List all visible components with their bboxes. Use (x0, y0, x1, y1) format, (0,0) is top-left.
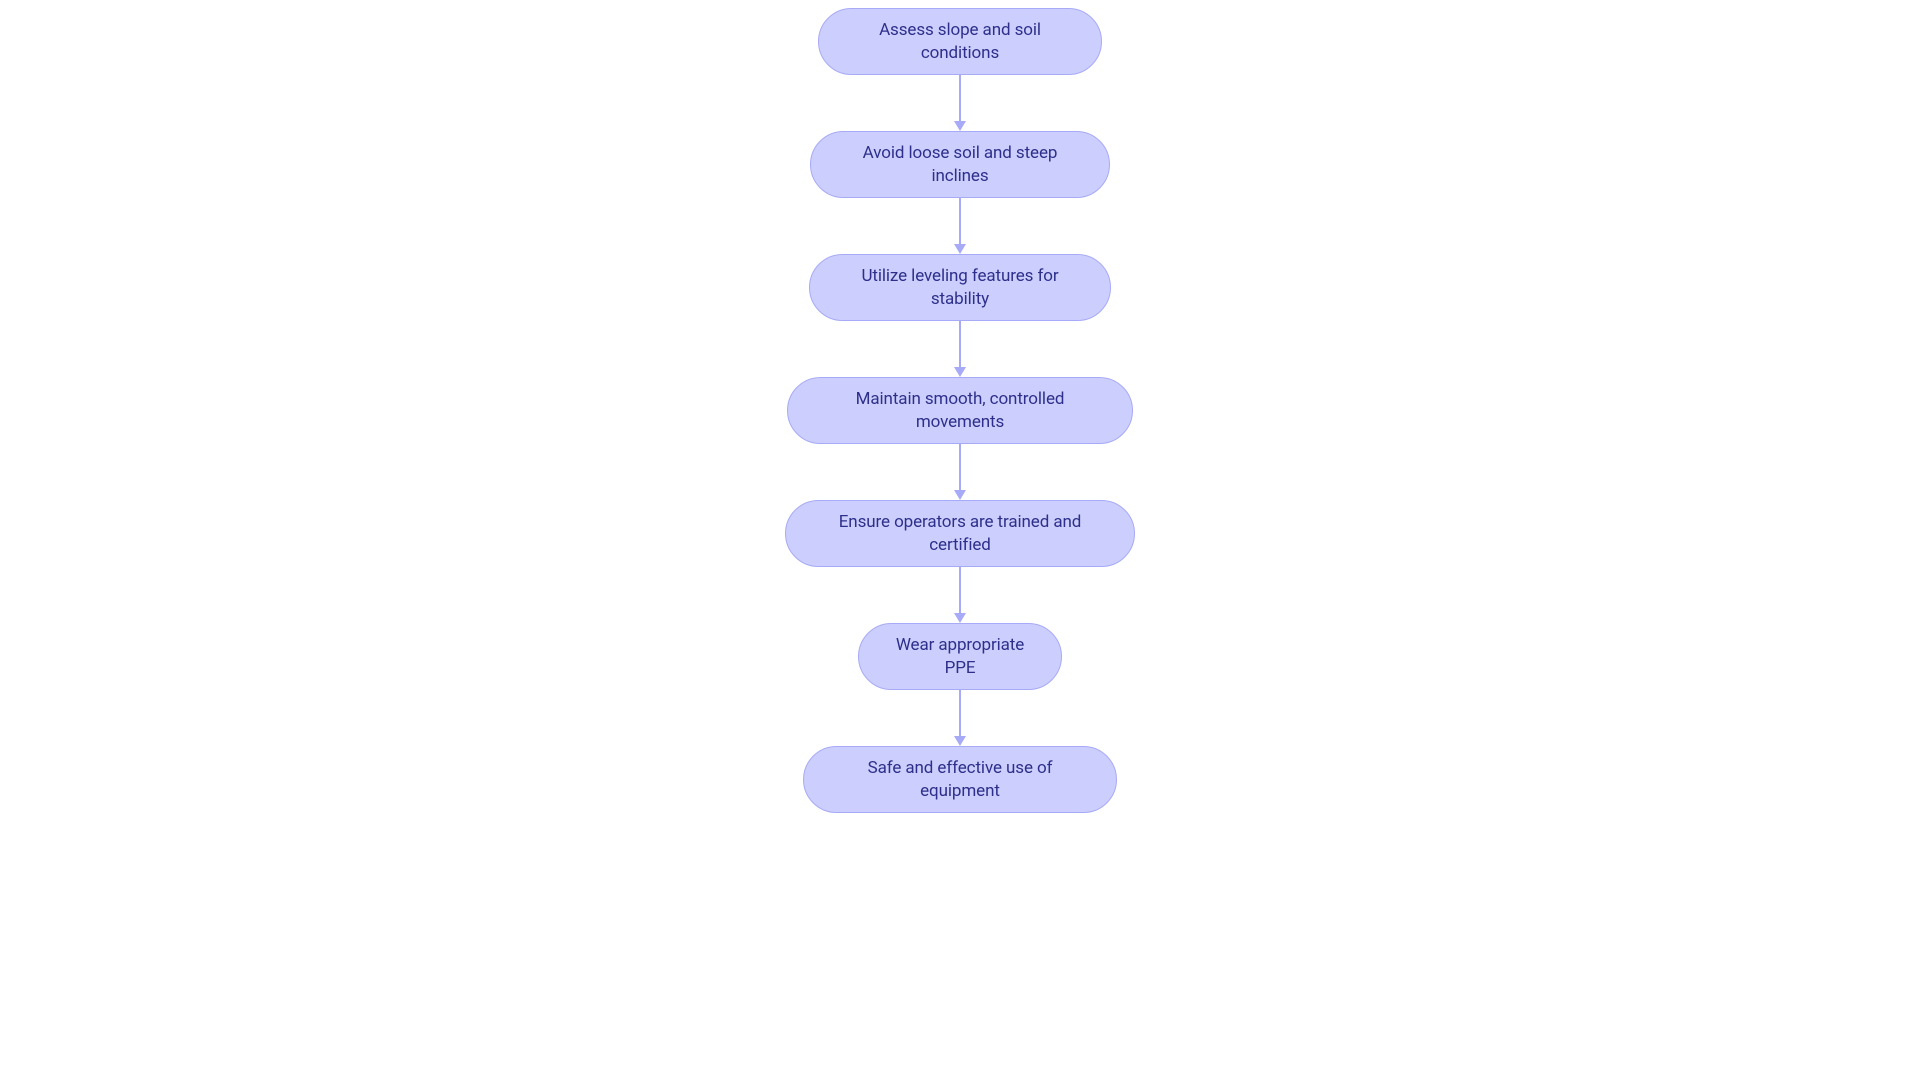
arrow-head-icon (954, 367, 966, 377)
flow-node-7: Safe and effective use of equipment (803, 746, 1117, 813)
arrow-line (959, 321, 961, 367)
flow-node-label: Wear appropriate PPE (887, 634, 1033, 678)
arrow-head-icon (954, 121, 966, 131)
flow-arrow (954, 690, 966, 746)
flow-arrow (954, 567, 966, 623)
flow-node-label: Maintain smooth, controlled movements (816, 388, 1104, 432)
flow-arrow (954, 444, 966, 500)
arrow-head-icon (954, 613, 966, 623)
arrow-line (959, 75, 961, 121)
flow-arrow (954, 321, 966, 377)
flow-node-3: Utilize leveling features for stability (809, 254, 1111, 321)
flow-node-2: Avoid loose soil and steep inclines (810, 131, 1110, 198)
flow-node-5: Ensure operators are trained and certifi… (785, 500, 1135, 567)
flow-node-1: Assess slope and soil conditions (818, 8, 1102, 75)
arrow-head-icon (954, 736, 966, 746)
flow-arrow (954, 75, 966, 131)
arrow-line (959, 198, 961, 244)
flow-node-label: Avoid loose soil and steep inclines (839, 142, 1081, 186)
flow-node-label: Safe and effective use of equipment (832, 757, 1088, 801)
flow-node-6: Wear appropriate PPE (858, 623, 1062, 690)
arrow-head-icon (954, 244, 966, 254)
flow-arrow (954, 198, 966, 254)
arrow-head-icon (954, 490, 966, 500)
flow-node-label: Assess slope and soil conditions (847, 19, 1073, 63)
arrow-line (959, 567, 961, 613)
arrow-line (959, 444, 961, 490)
arrow-line (959, 690, 961, 736)
flow-node-label: Ensure operators are trained and certifi… (814, 511, 1106, 555)
flowchart-container: Assess slope and soil conditions Avoid l… (785, 8, 1135, 813)
flow-node-4: Maintain smooth, controlled movements (787, 377, 1133, 444)
flow-node-label: Utilize leveling features for stability (838, 265, 1082, 309)
